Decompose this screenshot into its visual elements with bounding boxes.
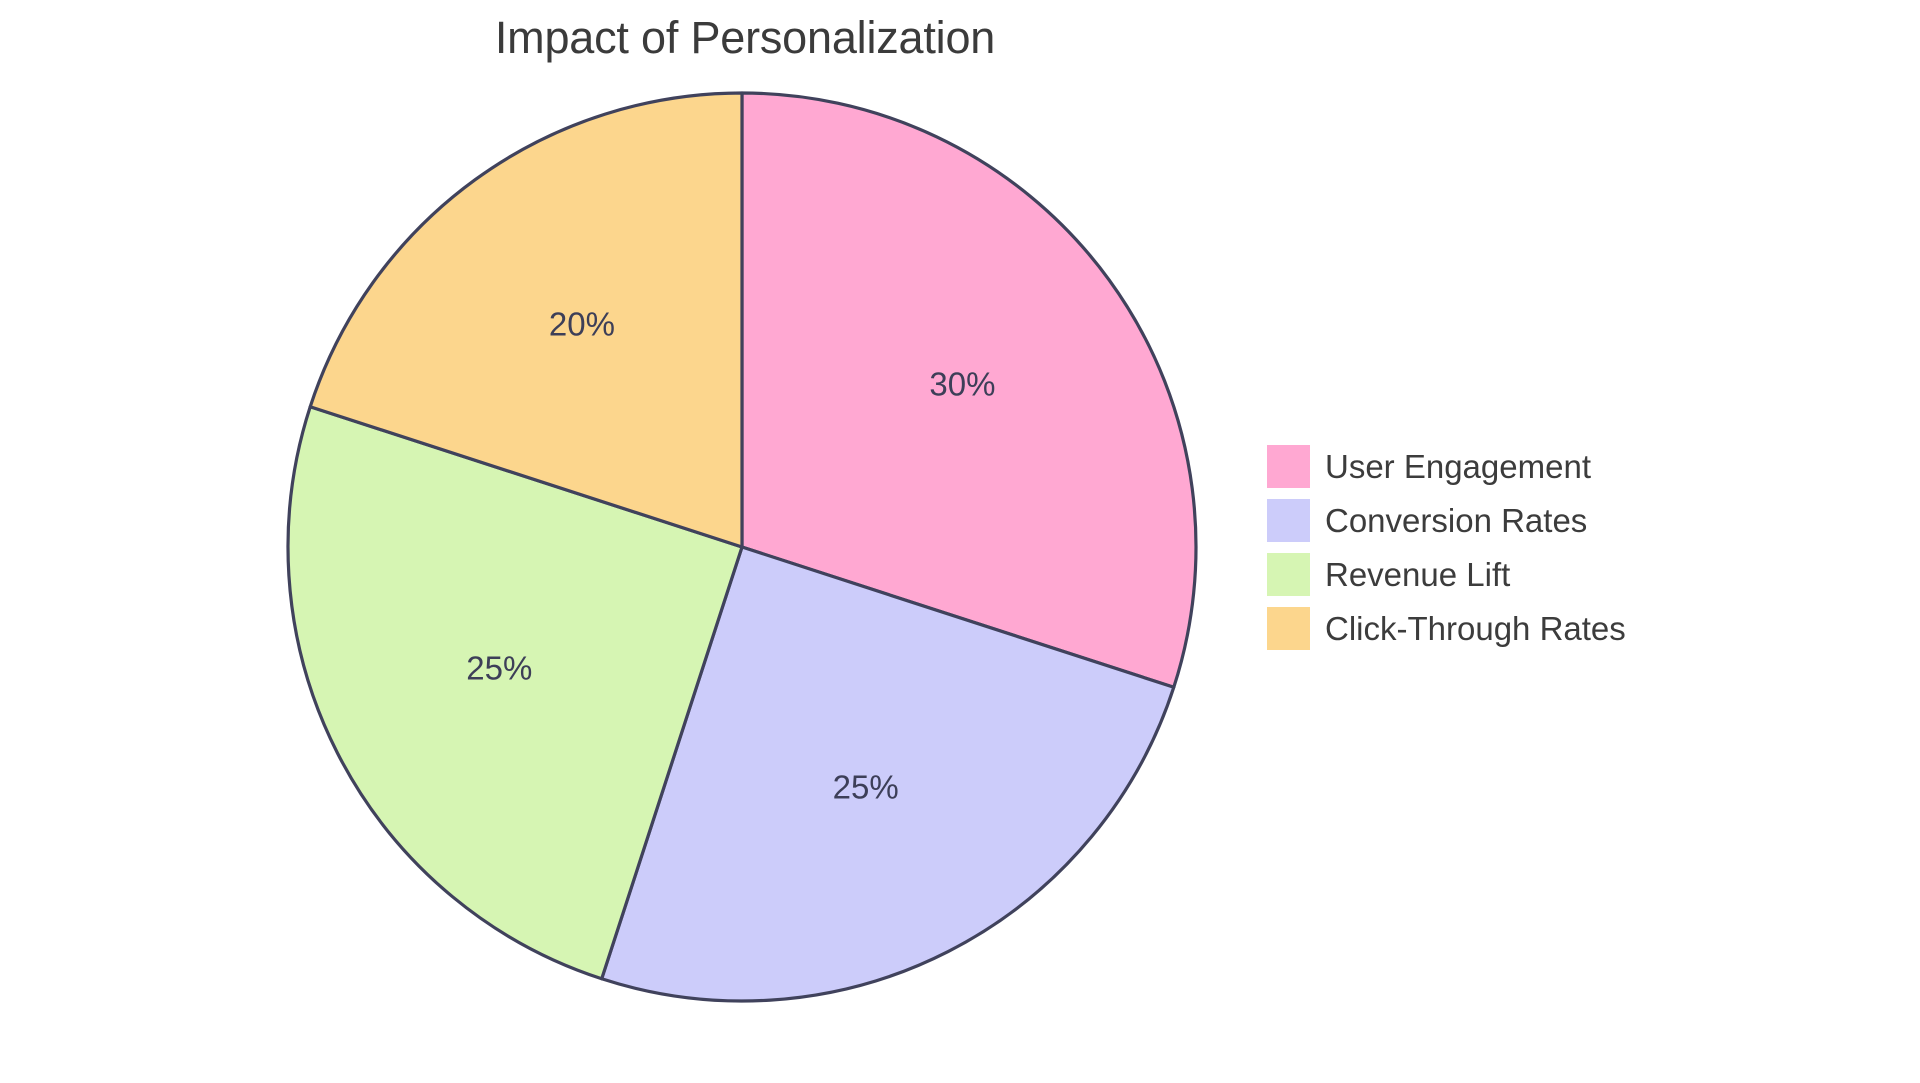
pie-slice-label: 25% [466, 649, 532, 686]
chart-legend: User Engagement Conversion Rates Revenue L… [1267, 439, 1626, 655]
legend-item-label: User Engagement [1325, 447, 1591, 485]
legend-item-label: Click-Through Rates [1325, 609, 1626, 647]
legend-color-swatch [1267, 606, 1310, 650]
chart-title: Impact of Personalization [494, 12, 996, 63]
pie-slices-group [286, 91, 1198, 1003]
legend-item-label: Revenue Lift [1325, 555, 1511, 593]
legend-color-swatch [1267, 498, 1310, 542]
pie-labels-group: 30% 25% 25% 20% [466, 305, 995, 805]
legend-item[interactable]: User Engagement [1267, 439, 1626, 493]
pie-slice[interactable] [600, 545, 1176, 1003]
pie-slice-label: 20% [549, 305, 615, 342]
legend-item[interactable]: Click-Through Rates [1267, 601, 1626, 655]
pie-slice-label: 25% [833, 768, 899, 805]
legend-color-swatch [1267, 444, 1310, 488]
legend-item[interactable]: Conversion Rates [1267, 493, 1626, 547]
pie-slice[interactable] [308, 91, 744, 549]
legend-item[interactable]: Revenue Lift [1267, 547, 1626, 601]
legend-color-swatch [1267, 552, 1310, 596]
legend-item-label: Conversion Rates [1325, 501, 1588, 539]
pie-slice[interactable] [740, 91, 1198, 689]
pie-slice-label: 30% [929, 366, 995, 403]
pie-slice[interactable] [286, 405, 744, 981]
